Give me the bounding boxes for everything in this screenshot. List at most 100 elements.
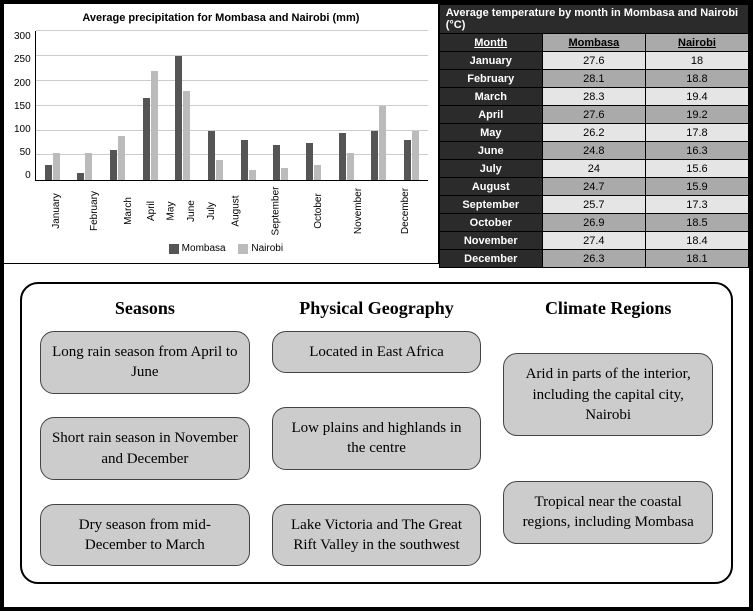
- table-cell: 27.6: [542, 106, 645, 124]
- table-cell: 27.4: [542, 232, 645, 250]
- table-cell: 17.8: [645, 124, 748, 142]
- y-tick: 100: [14, 124, 31, 135]
- table-row: March28.319.4: [439, 88, 748, 106]
- bar: [208, 131, 215, 181]
- table-cell: 19.4: [645, 88, 748, 106]
- table-row: December26.318.1: [439, 250, 748, 268]
- bar: [110, 150, 117, 180]
- bar: [371, 131, 378, 181]
- table-row: October26.918.5: [439, 214, 748, 232]
- card-seasons-1: Short rain season in November and Decemb…: [40, 417, 250, 480]
- chart-title: Average precipitation for Mombasa and Na…: [14, 12, 428, 25]
- bar: [85, 153, 92, 180]
- table-row: November27.418.4: [439, 232, 748, 250]
- bar-group: [232, 31, 265, 180]
- table-cell: 27.6: [542, 52, 645, 70]
- table-cell: 26.3: [542, 250, 645, 268]
- table-row: May26.217.8: [439, 124, 748, 142]
- table-row: August24.715.9: [439, 178, 748, 196]
- bar: [216, 160, 223, 180]
- table-row: July2415.6: [439, 160, 748, 178]
- col-title-geography: Physical Geography: [272, 298, 482, 319]
- bar-group: [166, 31, 199, 180]
- card-geography-0: Located in East Africa: [272, 331, 482, 373]
- bar: [339, 133, 346, 180]
- bar: [241, 140, 248, 180]
- bar: [314, 165, 321, 180]
- table-header-row: Month Mombasa Nairobi: [439, 34, 748, 52]
- table-cell: July: [439, 160, 542, 178]
- table-row: September25.717.3: [439, 196, 748, 214]
- table-cell: 15.6: [645, 160, 748, 178]
- bar-group: [199, 31, 232, 180]
- bar: [175, 56, 182, 180]
- col-seasons: Seasons Long rain season from April to J…: [40, 298, 250, 566]
- bar-group: [395, 31, 428, 180]
- y-tick: 150: [14, 101, 31, 112]
- table-row: January27.618: [439, 52, 748, 70]
- chart-bars: [36, 31, 428, 180]
- card-geography-1: Low plains and highlands in the centre: [272, 407, 482, 470]
- top-row: Average precipitation for Mombasa and Na…: [4, 4, 749, 264]
- bar-group: [330, 31, 363, 180]
- table-cell: June: [439, 142, 542, 160]
- table-cell: December: [439, 250, 542, 268]
- table-cell: 24.8: [542, 142, 645, 160]
- y-tick: 0: [14, 170, 31, 181]
- col-body-geography: Located in East Africa Low plains and hi…: [272, 331, 482, 566]
- bar: [347, 153, 354, 180]
- bar: [306, 143, 313, 180]
- bar-group: [134, 31, 167, 180]
- table-cell: 24.7: [542, 178, 645, 196]
- table-col-nairobi: Nairobi: [645, 34, 748, 52]
- table-row: February28.118.8: [439, 70, 748, 88]
- table-cell: February: [439, 70, 542, 88]
- table-cell: 19.2: [645, 106, 748, 124]
- bar: [379, 106, 386, 181]
- table-cell: 18: [645, 52, 748, 70]
- chart-body: 300250200150100500: [14, 31, 428, 181]
- bar: [404, 140, 411, 180]
- card-climate-0: Arid in parts of the interior, including…: [503, 353, 713, 436]
- table-cell: September: [439, 196, 542, 214]
- table-cell: 26.2: [542, 124, 645, 142]
- table-col-month: Month: [439, 34, 542, 52]
- table-cell: 15.9: [645, 178, 748, 196]
- table-row: April27.619.2: [439, 106, 748, 124]
- bar: [53, 153, 60, 180]
- col-climate: Climate Regions Arid in parts of the int…: [503, 298, 713, 566]
- legend-label-mombasa: Mombasa: [182, 243, 226, 254]
- card-seasons-0: Long rain season from April to June: [40, 331, 250, 394]
- table-cell: 18.1: [645, 250, 748, 268]
- table-cell: August: [439, 178, 542, 196]
- col-body-climate: Arid in parts of the interior, including…: [503, 331, 713, 566]
- y-tick: 250: [14, 54, 31, 65]
- bar: [118, 136, 125, 181]
- table-cell: 17.3: [645, 196, 748, 214]
- legend-label-nairobi: Nairobi: [251, 243, 283, 254]
- col-body-seasons: Long rain season from April to June Shor…: [40, 331, 250, 566]
- bar: [273, 145, 280, 180]
- table-cell: November: [439, 232, 542, 250]
- table-cell: March: [439, 88, 542, 106]
- table-cell: 16.3: [645, 142, 748, 160]
- page-frame: Average precipitation for Mombasa and Na…: [0, 0, 753, 611]
- table-cell: 18.8: [645, 70, 748, 88]
- bar: [281, 168, 288, 180]
- legend-swatch-nairobi: [238, 244, 248, 254]
- chart-x-axis: JanuaryFebruaryMarchAprilMayJuneJulyAugu…: [38, 181, 428, 241]
- chart-plot-area: [35, 31, 428, 181]
- temperature-table: Average temperature by month in Mombasa …: [439, 4, 749, 268]
- card-climate-1: Tropical near the coastal regions, inclu…: [503, 481, 713, 544]
- bar: [249, 170, 256, 180]
- bar-group: [264, 31, 297, 180]
- table-col-mombasa: Mombasa: [542, 34, 645, 52]
- x-label: December: [375, 188, 435, 234]
- table-cell: January: [439, 52, 542, 70]
- col-title-climate: Climate Regions: [503, 298, 713, 319]
- col-geography: Physical Geography Located in East Afric…: [272, 298, 482, 566]
- bar: [412, 131, 419, 181]
- bar: [77, 173, 84, 180]
- table-cell: October: [439, 214, 542, 232]
- table-cell: 25.7: [542, 196, 645, 214]
